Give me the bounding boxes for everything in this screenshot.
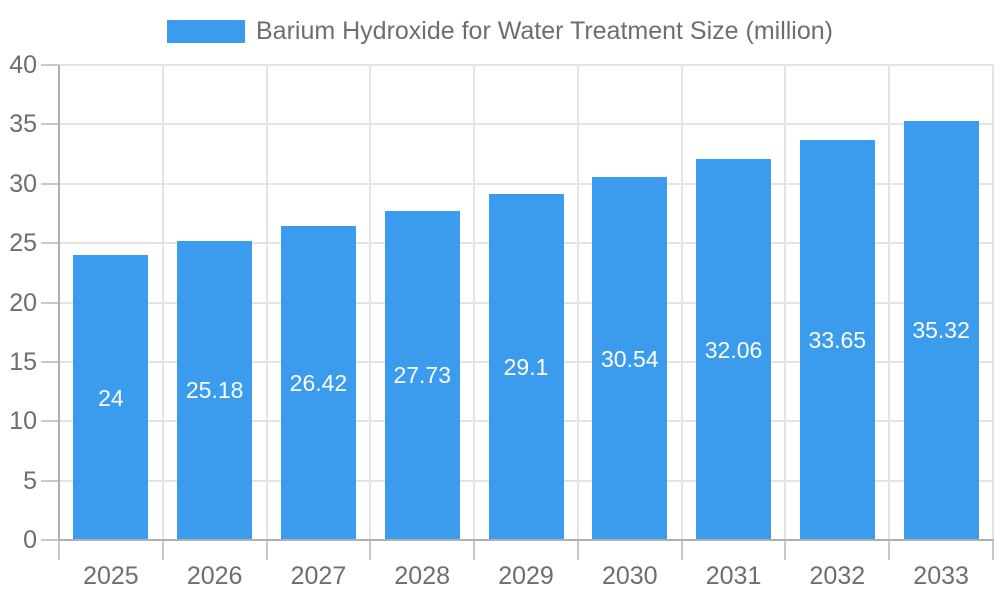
x-axis-tick	[265, 540, 268, 560]
x-axis-tick	[784, 540, 787, 560]
y-axis-label: 15	[9, 347, 37, 376]
bar-value-label: 24	[98, 384, 124, 411]
y-axis-tick	[41, 242, 59, 245]
x-axis-tick	[473, 540, 476, 560]
y-axis-label: 10	[9, 407, 37, 436]
x-axis-label: 2029	[498, 562, 554, 590]
y-axis-tick	[41, 123, 59, 126]
bar-2029[interactable]	[488, 194, 564, 540]
x-axis-label: 2027	[290, 562, 347, 590]
y-axis-tick	[41, 182, 59, 185]
bar-value-label: 32.06	[704, 336, 763, 363]
y-gridline	[59, 123, 993, 126]
y-axis-tick	[41, 420, 59, 423]
bar-2026[interactable]	[177, 240, 253, 540]
y-axis-label: 35	[9, 110, 37, 139]
x-gridline	[161, 65, 164, 540]
bar-2032[interactable]	[799, 140, 875, 540]
chart-legend[interactable]: Barium Hydroxide for Water Treatment Siz…	[0, 19, 1000, 44]
x-axis-tick	[888, 540, 891, 560]
x-gridline	[992, 65, 994, 540]
y-axis-tick	[41, 479, 59, 482]
x-axis-label: 2032	[809, 562, 866, 590]
x-gridline	[888, 65, 891, 540]
y-axis-tick	[41, 64, 59, 66]
y-gridline	[59, 182, 993, 185]
x-axis-label: 2025	[83, 562, 139, 590]
x-gridline	[680, 65, 683, 540]
y-axis-label: 25	[9, 229, 37, 258]
y-gridline	[59, 64, 993, 66]
bar-value-label: 25.18	[185, 377, 244, 404]
y-axis-label: 30	[9, 169, 37, 198]
x-axis-line	[58, 539, 994, 541]
bar-value-label: 35.32	[912, 317, 970, 344]
bar-2028[interactable]	[384, 210, 460, 540]
bar-2031[interactable]	[696, 159, 772, 540]
x-axis-tick	[369, 540, 372, 560]
y-axis-label: 0	[23, 526, 37, 554]
legend-swatch-icon	[166, 20, 245, 43]
x-axis-tick	[992, 540, 994, 560]
bar-2033[interactable]	[903, 120, 979, 540]
bar-value-label: 27.73	[393, 362, 451, 389]
bar-2027[interactable]	[280, 226, 356, 540]
bar-value-label: 30.54	[600, 345, 659, 372]
bar-2030[interactable]	[592, 177, 668, 540]
y-axis-tick	[41, 539, 59, 541]
x-axis-tick	[58, 540, 60, 560]
y-axis-line	[58, 65, 60, 541]
bar-value-label: 33.65	[808, 327, 867, 354]
y-axis-tick	[41, 301, 59, 304]
x-axis-tick	[680, 540, 683, 560]
legend-label: Barium Hydroxide for Water Treatment Siz…	[255, 17, 833, 45]
x-axis-tick	[576, 540, 579, 560]
x-axis-tick	[161, 540, 164, 560]
x-axis-label: 2026	[186, 562, 243, 590]
y-axis-label: 40	[9, 51, 37, 79]
x-axis-label: 2030	[601, 562, 658, 590]
y-axis-label: 20	[9, 288, 37, 317]
x-gridline	[473, 65, 476, 540]
bar-2025[interactable]	[73, 255, 149, 540]
x-axis-label: 2031	[705, 562, 762, 590]
y-axis-tick	[41, 360, 59, 363]
x-axis-label: 2028	[394, 562, 451, 590]
bar-value-label: 29.1	[503, 354, 549, 381]
x-gridline	[784, 65, 787, 540]
x-gridline	[265, 65, 268, 540]
bar-value-label: 26.42	[289, 370, 348, 397]
y-axis-label: 5	[23, 466, 37, 495]
x-gridline	[369, 65, 372, 540]
x-axis-label: 2033	[913, 562, 969, 590]
x-gridline	[576, 65, 579, 540]
